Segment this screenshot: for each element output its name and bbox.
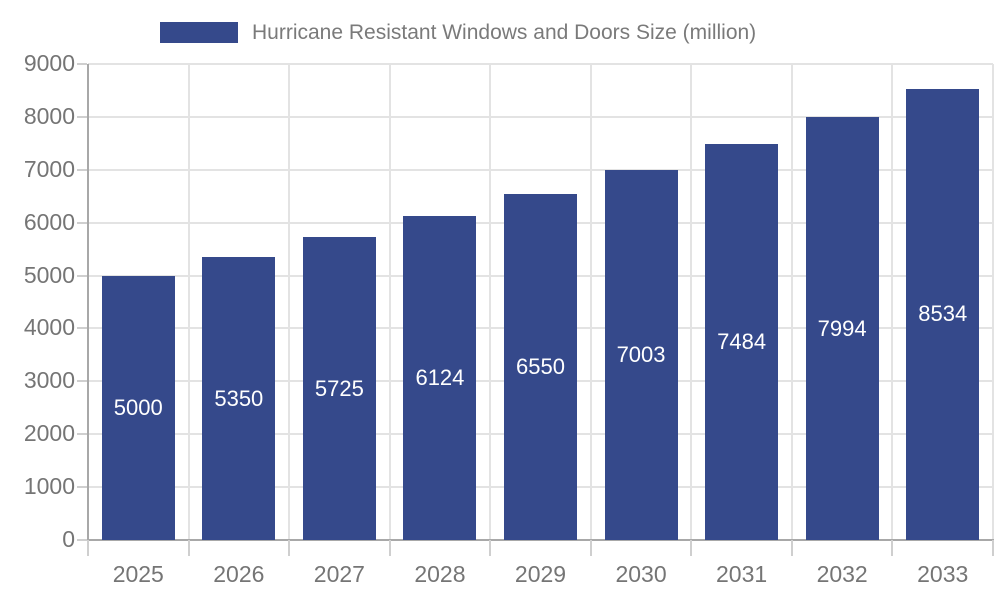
- x-tick-label: 2025: [112, 561, 164, 587]
- y-tick-label: 6000: [23, 208, 75, 235]
- bar: [202, 257, 276, 540]
- x-gridline: [489, 64, 492, 540]
- y-axis-tick: [77, 168, 87, 171]
- y-tick-label: 3000: [23, 367, 75, 394]
- bar: [705, 144, 779, 540]
- legend-swatch: [160, 22, 238, 43]
- bar-value-label: 7994: [817, 315, 867, 341]
- y-axis-tick: [77, 221, 87, 224]
- y-axis-tick: [77, 274, 87, 277]
- legend-label: Hurricane Resistant Windows and Doors Si…: [252, 21, 757, 44]
- x-axis-tick: [388, 540, 391, 556]
- y-tick-label: 8000: [23, 102, 75, 129]
- x-gridline: [891, 64, 894, 540]
- bar-value-label: 5725: [314, 375, 364, 401]
- y-tick-label: 4000: [23, 314, 75, 341]
- y-tick-label: 7000: [23, 155, 75, 182]
- y-axis-line: [87, 64, 89, 541]
- legend[interactable]: Hurricane Resistant Windows and Doors Si…: [160, 22, 756, 43]
- x-axis-tick: [992, 540, 994, 556]
- x-gridline: [288, 64, 291, 540]
- x-axis-tick: [187, 540, 190, 556]
- x-gridline: [690, 64, 693, 540]
- x-tick-label: 2030: [615, 561, 667, 587]
- y-gridline: [88, 115, 993, 118]
- bar: [403, 216, 477, 540]
- bar: [906, 88, 980, 540]
- x-gridline: [187, 64, 190, 540]
- y-axis-tick: [77, 486, 87, 489]
- bar-value-label: 6550: [516, 353, 565, 379]
- x-axis-tick: [589, 540, 592, 556]
- x-axis-tick: [690, 540, 693, 556]
- x-tick-label: 2028: [414, 561, 466, 587]
- bar: [302, 237, 376, 540]
- y-tick-label: 2000: [23, 420, 75, 447]
- bar: [604, 169, 678, 540]
- bar-value-label: 5000: [113, 394, 163, 420]
- x-tick-label: 2027: [313, 561, 365, 587]
- y-axis-tick: [77, 380, 87, 383]
- y-axis-tick: [77, 115, 87, 118]
- x-gridline: [388, 64, 391, 540]
- bar-value-label: 5350: [214, 385, 264, 411]
- y-axis-tick: [77, 433, 87, 436]
- y-gridline: [88, 63, 993, 65]
- y-tick-label: 0: [62, 526, 75, 552]
- x-axis-tick: [891, 540, 894, 556]
- y-axis-tick: [77, 63, 87, 65]
- y-axis-tick: [77, 327, 87, 330]
- bar-value-label: 7484: [717, 329, 767, 355]
- y-gridline: [88, 168, 993, 171]
- x-axis-tick: [790, 540, 793, 556]
- x-axis-tick: [489, 540, 492, 556]
- y-tick-label: 5000: [23, 261, 75, 288]
- y-axis-tick: [77, 539, 87, 541]
- bar-value-label: 6124: [415, 365, 465, 391]
- bar-value-label: 7003: [616, 341, 666, 367]
- x-gridline: [790, 64, 793, 540]
- x-axis-line: [87, 539, 994, 541]
- bar-value-label: 8534: [918, 301, 968, 327]
- x-gridline: [992, 64, 994, 540]
- y-tick-label: 1000: [23, 473, 75, 500]
- x-tick-label: 2033: [917, 561, 969, 587]
- x-tick-label: 2032: [816, 561, 868, 587]
- bar: [805, 117, 879, 540]
- x-tick-label: 2026: [213, 561, 265, 587]
- x-axis-tick: [288, 540, 291, 556]
- y-tick-label: 9000: [23, 50, 75, 76]
- bar: [101, 275, 175, 540]
- x-tick-label: 2031: [716, 561, 768, 587]
- x-tick-label: 2029: [514, 561, 567, 587]
- x-axis-tick: [87, 540, 89, 556]
- bar: [504, 193, 577, 540]
- x-gridline: [589, 64, 592, 540]
